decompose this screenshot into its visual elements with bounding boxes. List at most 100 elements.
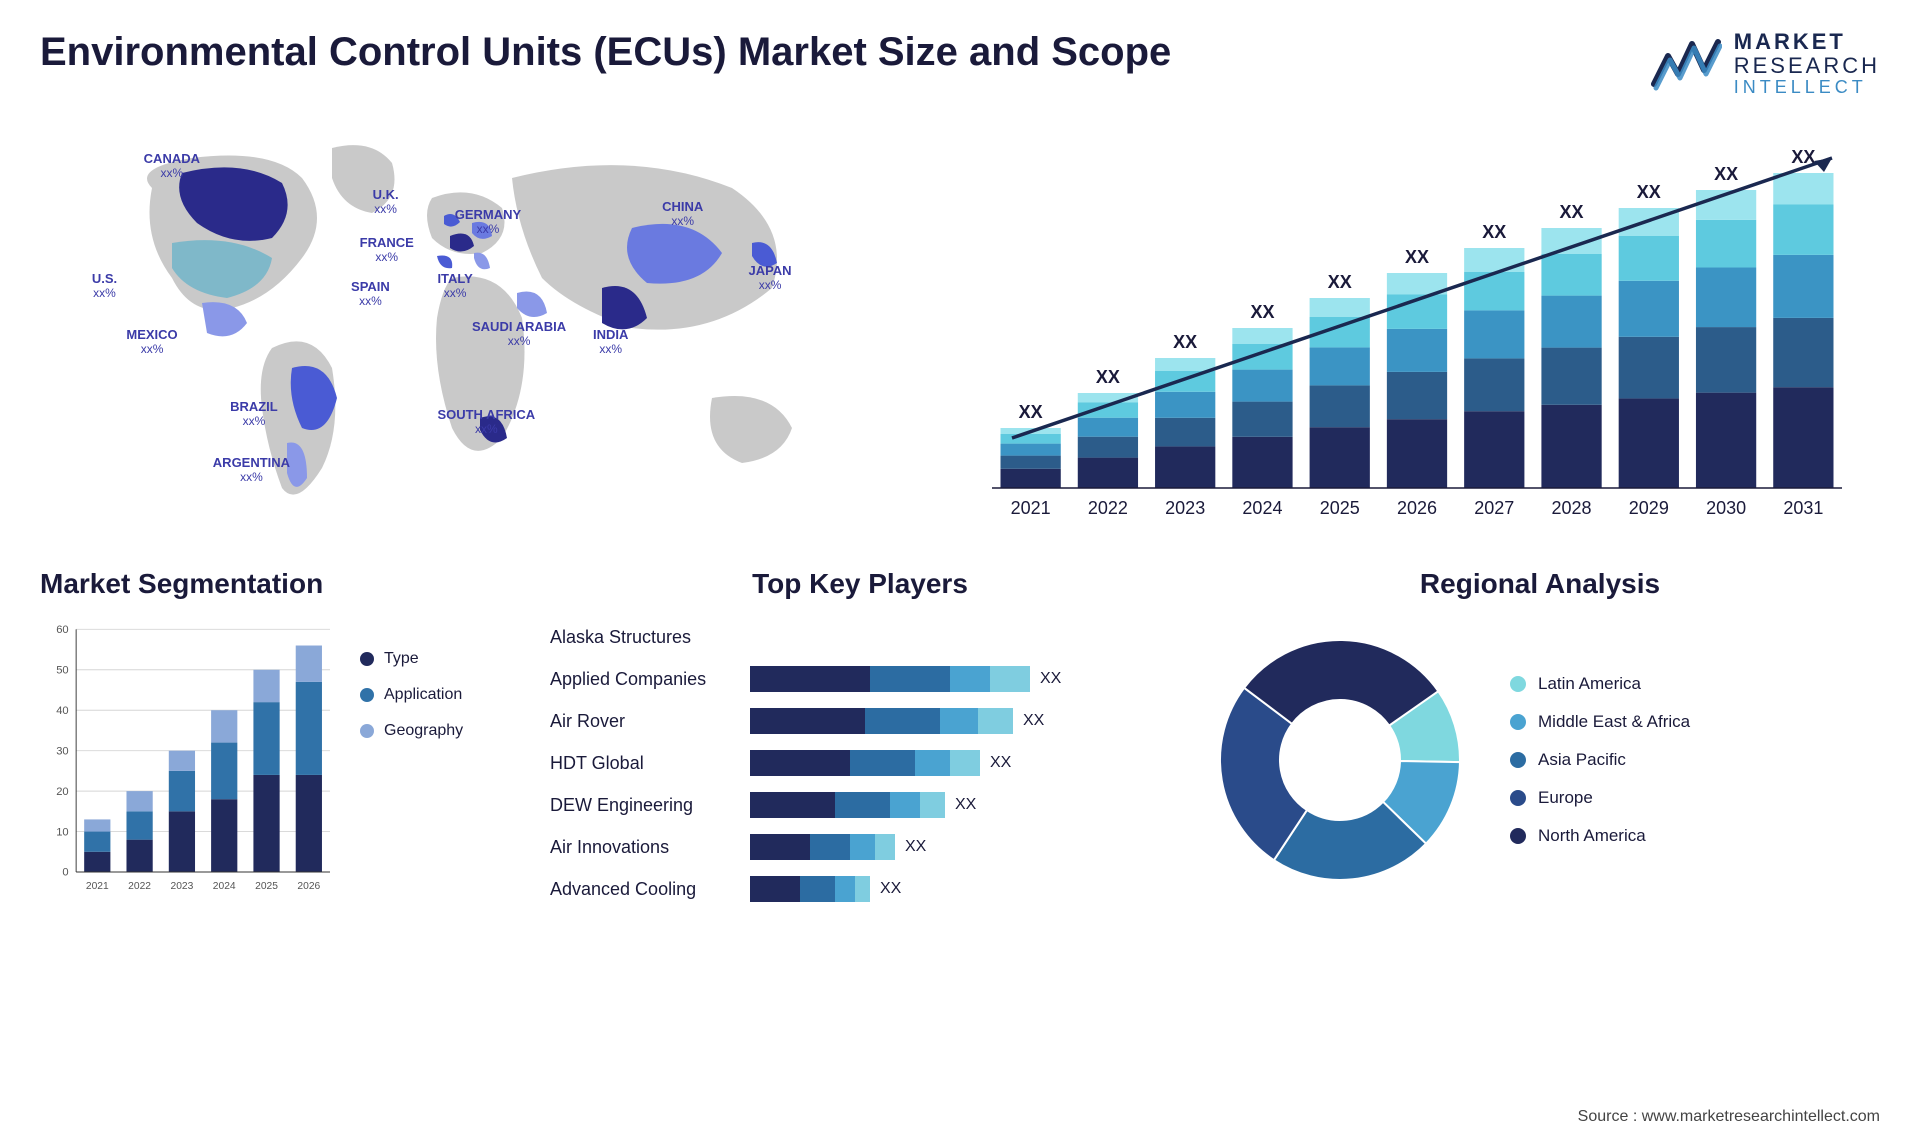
brand-logo: MARKET RESEARCH INTELLECT (1650, 30, 1880, 98)
player-bar (750, 876, 870, 902)
logo-mark-icon (1650, 34, 1722, 94)
svg-text:60: 60 (56, 624, 68, 636)
svg-text:10: 10 (56, 826, 68, 838)
player-bar-segment (750, 666, 870, 692)
player-bar-segment (950, 666, 990, 692)
player-bar-segment (890, 792, 920, 818)
segmentation-legend-item: Type (360, 650, 520, 668)
player-row: Air Rover XX (550, 704, 1170, 738)
segmentation-chart: 0102030405060202120222023202420252026 (40, 620, 340, 900)
player-bar (750, 750, 980, 776)
player-bar-segment (915, 750, 950, 776)
player-bar-segment (870, 666, 950, 692)
player-bar-segment (850, 834, 875, 860)
player-row: HDT GlobalXX (550, 746, 1170, 780)
player-value: XX (1023, 712, 1044, 730)
player-bar-segment (750, 792, 835, 818)
player-bar-segment (875, 834, 895, 860)
player-value: XX (990, 754, 1011, 772)
players-title: Top Key Players (550, 568, 1170, 600)
regional-panel: Regional Analysis Latin AmericaMiddle Ea… (1200, 568, 1880, 906)
svg-text:XX: XX (1328, 272, 1352, 292)
player-value: XX (905, 838, 926, 856)
svg-text:2025: 2025 (1320, 498, 1360, 518)
svg-text:XX: XX (1250, 302, 1274, 322)
region-legend-item: Europe (1510, 788, 1880, 808)
player-bar (750, 792, 945, 818)
player-bar-segment (750, 708, 865, 734)
player-bar-wrap: XX (750, 876, 1170, 902)
player-name: Alaska Structures (550, 627, 750, 648)
world-map (40, 128, 904, 528)
player-bar-segment (835, 876, 855, 902)
player-name: Air Rover (550, 711, 750, 732)
svg-text:2026: 2026 (297, 881, 320, 892)
svg-text:XX: XX (1560, 202, 1584, 222)
player-row: Applied CompaniesXX (550, 662, 1170, 696)
svg-text:XX: XX (1019, 402, 1043, 422)
svg-text:2022: 2022 (1088, 498, 1128, 518)
player-bar-segment (800, 876, 835, 902)
player-bar-segment (835, 792, 890, 818)
player-bar-segment (750, 834, 810, 860)
world-map-panel: CANADAxx%U.S.xx%MEXICOxx%BRAZILxx%ARGENT… (40, 128, 904, 528)
segmentation-legend: TypeApplicationGeography (360, 620, 520, 900)
player-bar (750, 666, 1030, 692)
svg-text:2022: 2022 (128, 881, 151, 892)
svg-text:2026: 2026 (1397, 498, 1437, 518)
player-bar-wrap: XX (750, 750, 1170, 776)
player-bar-segment (940, 708, 978, 734)
player-row: DEW Engineering XX (550, 788, 1170, 822)
svg-text:2030: 2030 (1706, 498, 1746, 518)
logo-line2: RESEARCH (1734, 54, 1880, 78)
svg-text:2023: 2023 (171, 881, 194, 892)
player-value: XX (880, 880, 901, 898)
player-bar (750, 834, 895, 860)
svg-text:XX: XX (1482, 222, 1506, 242)
logo-text: MARKET RESEARCH INTELLECT (1734, 30, 1880, 98)
regional-legend: Latin AmericaMiddle East & AfricaAsia Pa… (1510, 674, 1880, 846)
region-legend-item: Middle East & Africa (1510, 712, 1880, 732)
regional-title: Regional Analysis (1200, 568, 1880, 600)
player-row: Alaska Structures (550, 620, 1170, 654)
svg-text:XX: XX (1405, 247, 1429, 267)
player-bar-wrap: XX (750, 666, 1170, 692)
svg-text:20: 20 (56, 786, 68, 798)
player-row: Advanced Cooling XX (550, 872, 1170, 906)
svg-text:XX: XX (1637, 182, 1661, 202)
segmentation-title: Market Segmentation (40, 568, 520, 600)
source-attribution: Source : www.marketresearchintellect.com (1578, 1108, 1880, 1126)
player-bar-wrap: XX (750, 792, 1170, 818)
player-name: Advanced Cooling (550, 879, 750, 900)
player-bar-wrap: XX (750, 834, 1170, 860)
svg-text:2021: 2021 (86, 881, 109, 892)
forecast-chart: XX 2021 XX 2022 XX 2023 XX 2024 XX 2025 XX 2026 XX 20… (944, 128, 1880, 528)
player-bar-segment (978, 708, 1013, 734)
svg-text:2023: 2023 (1165, 498, 1205, 518)
segmentation-legend-item: Geography (360, 722, 520, 740)
player-bar-segment (855, 876, 870, 902)
page-title: Environmental Control Units (ECUs) Marke… (40, 30, 1171, 75)
bottom-row: Market Segmentation 01020304050602021202… (40, 568, 1880, 906)
region-legend-item: North America (1510, 826, 1880, 846)
regional-donut (1200, 620, 1480, 900)
svg-text:2024: 2024 (1242, 498, 1282, 518)
header: Environmental Control Units (ECUs) Marke… (40, 30, 1880, 98)
player-bar-segment (865, 708, 940, 734)
svg-text:30: 30 (56, 746, 68, 758)
svg-text:2021: 2021 (1011, 498, 1051, 518)
player-name: DEW Engineering (550, 795, 750, 816)
player-bar-segment (850, 750, 915, 776)
segmentation-panel: Market Segmentation 01020304050602021202… (40, 568, 520, 906)
logo-line3: INTELLECT (1734, 78, 1880, 98)
svg-text:2027: 2027 (1474, 498, 1514, 518)
svg-text:2031: 2031 (1783, 498, 1823, 518)
player-bar-segment (920, 792, 945, 818)
player-bar-wrap: XX (750, 708, 1170, 734)
svg-text:2029: 2029 (1629, 498, 1669, 518)
player-bar (750, 708, 1013, 734)
svg-text:50: 50 (56, 665, 68, 677)
player-name: Applied Companies (550, 669, 750, 690)
player-name: Air Innovations (550, 837, 750, 858)
player-value: XX (955, 796, 976, 814)
